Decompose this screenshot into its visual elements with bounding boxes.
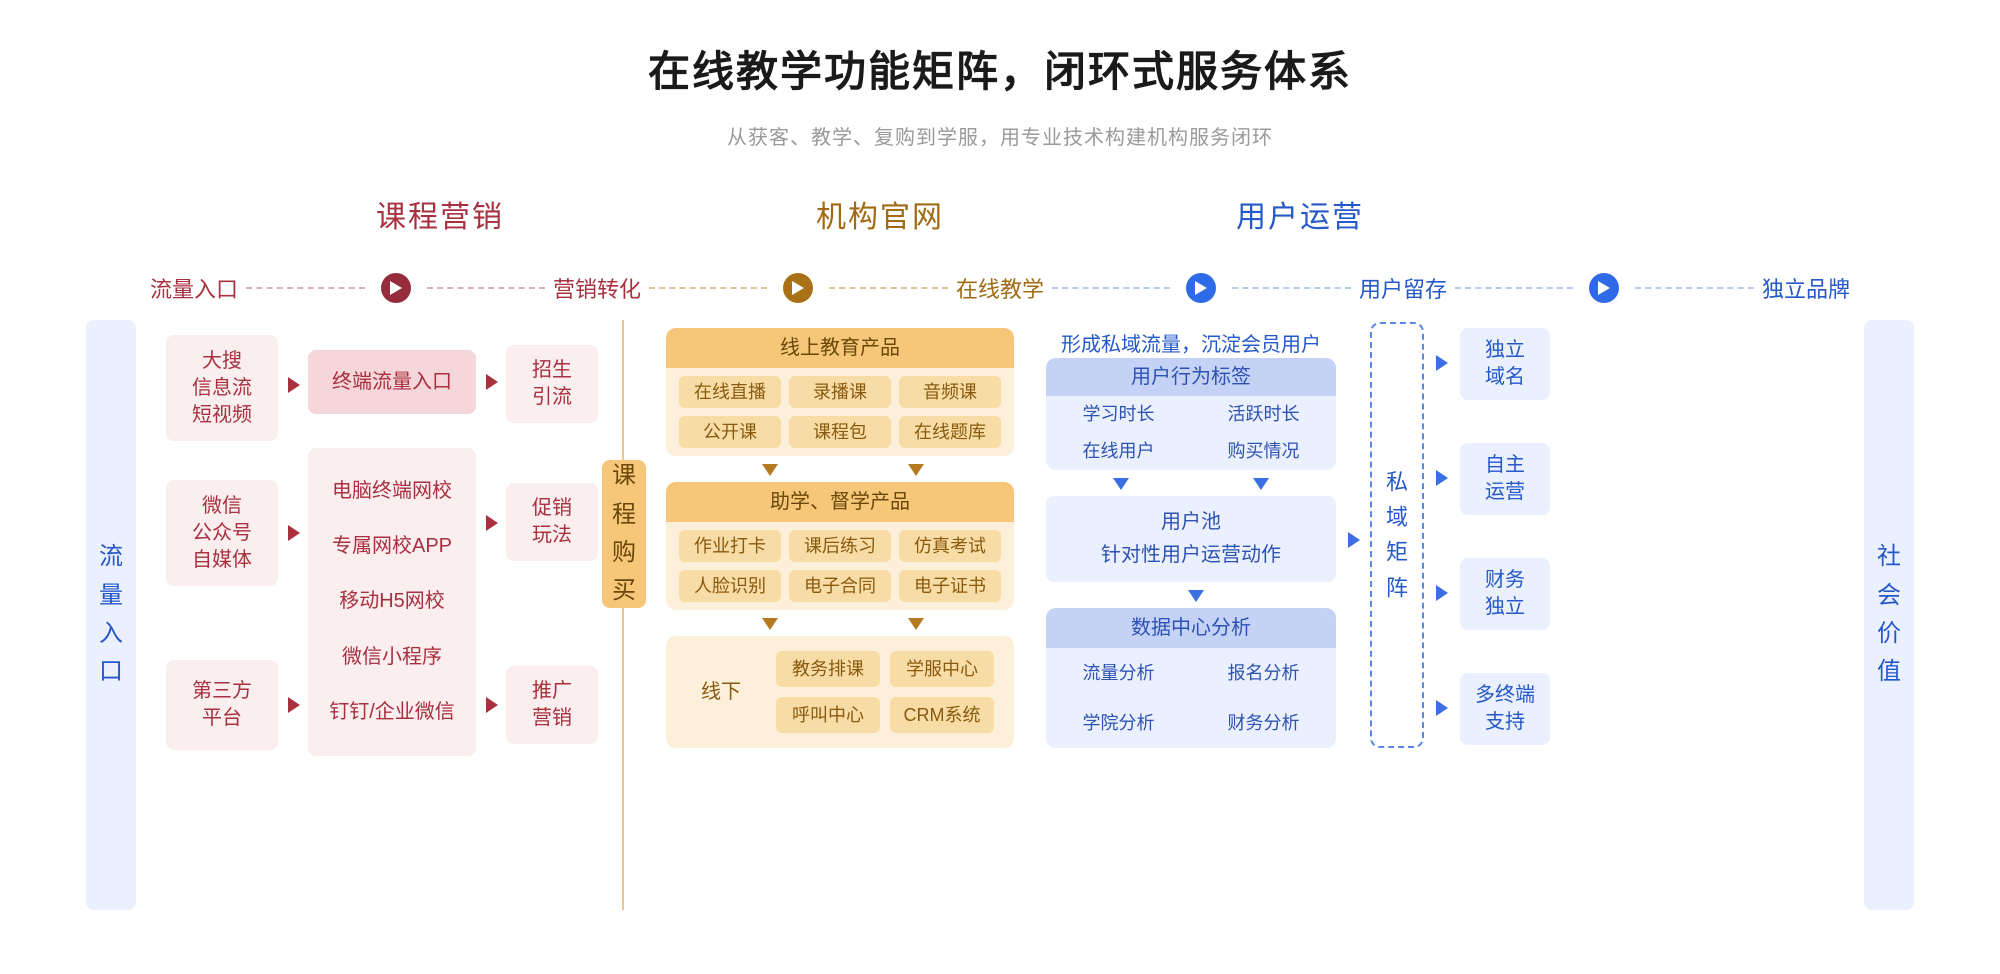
brand-finance: 财务 独立 (1460, 558, 1550, 630)
pill-bank: 在线题库 (899, 416, 1001, 448)
arrow-down-icon (906, 460, 926, 480)
tag-study: 学习时长 (1046, 396, 1191, 433)
group-offline: 线下 教务排课 学服中心 呼叫中心 CRM系统 (666, 636, 1014, 748)
terminal-entry: 终端流量入口 (308, 350, 476, 414)
diagram-main: 流量入口 大搜 信息流 短视频 微信 公众号 自媒体 第三方 平台 终端流量入口… (86, 320, 1914, 944)
pillar-value: 社会价值 (1864, 320, 1914, 910)
flow-traffic: 流量入口 (150, 272, 238, 304)
pool-action: 针对性用户运营动作 (1101, 542, 1281, 569)
flow-brand: 独立品牌 (1762, 272, 1850, 304)
group-behavior: 用户行为标签 学习时长 活跃时长 在线用户 购买情况 (1046, 358, 1336, 470)
brand-self: 自主 运营 (1460, 443, 1550, 515)
arrow-right-icon (284, 375, 304, 395)
tag-active: 活跃时长 (1191, 396, 1336, 433)
pill-homework: 作业打卡 (679, 530, 781, 562)
analysis-enroll: 报名分析 (1191, 648, 1336, 698)
pillar-private-matrix: 私域矩阵 (1370, 322, 1424, 748)
pill-schedule: 教务排课 (776, 651, 880, 687)
convert-spread: 推广 营销 (506, 666, 598, 744)
terminal-h5: 移动H5网校 (339, 588, 445, 615)
group-header: 用户行为标签 (1046, 358, 1336, 396)
flow-retain: 用户留存 (1359, 272, 1447, 304)
flow-arrow-icon (381, 273, 411, 303)
arrow-down-icon (760, 460, 780, 480)
pill-live: 在线直播 (679, 376, 781, 408)
terminal-app: 专属网校APP (332, 533, 452, 560)
arrow-down-icon (1111, 474, 1131, 494)
pill-contract: 电子合同 (789, 570, 891, 602)
flow-arrow-icon (1186, 273, 1216, 303)
arrow-down-icon (1186, 586, 1206, 606)
section-website: 机构官网 (725, 192, 1035, 236)
pill-cert: 电子证书 (899, 570, 1001, 602)
terminal-dingtalk: 钉钉/企业微信 (329, 699, 455, 726)
offline-label: 线下 (666, 679, 776, 706)
pill-service: 学服中心 (890, 651, 994, 687)
brand-multiterm: 多终端 支持 (1460, 673, 1550, 745)
arrow-right-icon (1344, 530, 1364, 550)
arrow-right-icon (1432, 583, 1452, 603)
group-header: 数据中心分析 (1046, 608, 1336, 648)
flow-arrow-icon (1589, 273, 1619, 303)
pill-package: 课程包 (789, 416, 891, 448)
pillar-purchase: 课程购买 (602, 460, 646, 608)
arrow-right-icon (284, 695, 304, 715)
source-wechat: 微信 公众号 自媒体 (166, 480, 278, 586)
tag-online: 在线用户 (1046, 433, 1191, 470)
group-header: 线上教育产品 (666, 328, 1014, 368)
pool-users: 用户池 (1161, 509, 1221, 536)
arrow-right-icon (1432, 468, 1452, 488)
pill-exam: 仿真考试 (899, 530, 1001, 562)
pill-open: 公开课 (679, 416, 781, 448)
arrow-right-icon (482, 513, 502, 533)
arrow-right-icon (482, 372, 502, 392)
flow-row: 流量入口 营销转化 在线教学 用户留存 独立品牌 (150, 268, 1850, 308)
analysis-traffic: 流量分析 (1046, 648, 1191, 698)
pill-practice: 课后练习 (789, 530, 891, 562)
arrow-down-icon (906, 614, 926, 634)
tag-purchase: 购买情况 (1191, 433, 1336, 470)
analysis-school: 学院分析 (1046, 698, 1191, 748)
terminal-list: 电脑终端网校 专属网校APP 移动H5网校 微信小程序 钉钉/企业微信 (308, 448, 476, 756)
flow-arrow-icon (783, 273, 813, 303)
arrow-right-icon (284, 523, 304, 543)
arrow-down-icon (760, 614, 780, 634)
pillar-traffic: 流量入口 (86, 320, 136, 910)
analysis-finance: 财务分析 (1191, 698, 1336, 748)
terminal-miniprog: 微信小程序 (342, 644, 442, 671)
behavior-note: 形成私域流量，沉淀会员用户 (1046, 328, 1336, 357)
arrow-right-icon (1432, 353, 1452, 373)
group-assist: 助学、督学产品 作业打卡 课后练习 仿真考试 人脸识别 电子合同 电子证书 (666, 482, 1014, 610)
divider-orange (622, 320, 624, 910)
pill-record: 录播课 (789, 376, 891, 408)
section-marketing: 课程营销 (285, 192, 595, 236)
flow-teach: 在线教学 (956, 272, 1044, 304)
convert-promo: 促销 玩法 (506, 483, 598, 561)
group-datacenter: 数据中心分析 流量分析 报名分析 学院分析 财务分析 (1046, 608, 1336, 748)
brand-domain: 独立 域名 (1460, 328, 1550, 400)
section-header-row: 课程营销 机构官网 用户运营 (0, 192, 2000, 236)
terminal-pc: 电脑终端网校 (332, 478, 452, 505)
source-search: 大搜 信息流 短视频 (166, 335, 278, 441)
flow-convert: 营销转化 (553, 272, 641, 304)
pill-audio: 音频课 (899, 376, 1001, 408)
pill-crm: CRM系统 (890, 697, 994, 733)
group-header: 助学、督学产品 (666, 482, 1014, 522)
arrow-right-icon (1432, 698, 1452, 718)
convert-enroll: 招生 引流 (506, 345, 598, 423)
arrow-down-icon (1251, 474, 1271, 494)
group-pool: 用户池 针对性用户运营动作 (1046, 496, 1336, 582)
section-operation: 用户运营 (1145, 192, 1455, 236)
pill-callcenter: 呼叫中心 (776, 697, 880, 733)
group-online-edu: 线上教育产品 在线直播 录播课 音频课 公开课 课程包 在线题库 (666, 328, 1014, 456)
pillar-label: 私域矩阵 (1384, 465, 1410, 606)
page-subtitle: 从获客、教学、复购到学服，用专业技术构建机构服务闭环 (0, 121, 2000, 150)
page-title: 在线教学功能矩阵，闭环式服务体系 (0, 0, 2000, 99)
arrow-right-icon (482, 695, 502, 715)
source-thirdparty: 第三方 平台 (166, 660, 278, 750)
pill-face: 人脸识别 (679, 570, 781, 602)
